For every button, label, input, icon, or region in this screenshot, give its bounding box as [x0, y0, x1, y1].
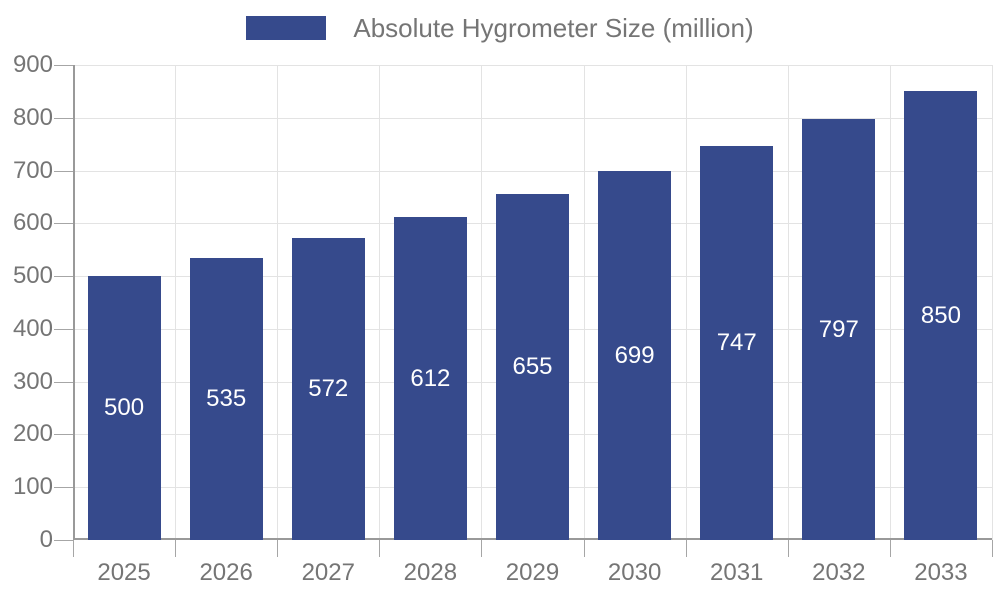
- legend-item[interactable]: Absolute Hygrometer Size (million): [0, 14, 1000, 42]
- x-tick-mark: [685, 540, 687, 557]
- x-tick-label: 2033: [914, 559, 968, 586]
- bar-2031: 747: [700, 145, 774, 540]
- plot-area: 500 535 572 612 655 699 747 797 850: [73, 65, 993, 540]
- x-tick-label: 2028: [403, 559, 458, 586]
- y-tick-label: 300: [12, 367, 53, 395]
- x-tick-label: 2029: [505, 559, 560, 586]
- x-tick-label: 2032: [812, 559, 866, 586]
- y-tick-mark: [54, 328, 73, 330]
- bar-value-label: 797: [818, 315, 859, 343]
- gridline-vertical: [685, 65, 687, 540]
- x-tick-mark: [481, 540, 483, 557]
- gridline-vertical: [889, 65, 891, 540]
- bar-value-label: 612: [410, 364, 451, 392]
- x-tick-label: 2027: [301, 559, 355, 586]
- y-tick-mark: [54, 117, 73, 119]
- x-tick-mark: [787, 540, 789, 557]
- x-tick-label: 2030: [607, 559, 662, 586]
- gridline-horizontal: [73, 65, 992, 66]
- bar-2030: 699: [598, 171, 672, 540]
- y-tick-label: 500: [12, 262, 53, 290]
- x-tick-mark: [277, 540, 279, 557]
- x-tick-label: 2031: [710, 559, 764, 586]
- bar-2032: 797: [802, 119, 876, 540]
- gridline-vertical: [379, 65, 381, 540]
- gridline-vertical: [481, 65, 483, 540]
- gridline-horizontal: [73, 170, 992, 172]
- legend-swatch: [246, 16, 327, 40]
- x-tick-label: 2026: [199, 559, 253, 586]
- y-axis-line: [73, 65, 75, 540]
- bar-value-label: 535: [206, 384, 247, 412]
- bar-2033: 850: [904, 91, 978, 540]
- bar-2027: 572: [291, 238, 365, 540]
- y-tick-label: 0: [39, 526, 53, 553]
- y-tick-mark: [54, 434, 73, 436]
- y-tick-mark: [54, 540, 73, 541]
- gridline-vertical: [583, 65, 585, 540]
- bar-2028: 612: [393, 217, 467, 540]
- y-tick-mark: [54, 223, 73, 225]
- y-tick-label: 600: [12, 209, 53, 237]
- gridline-vertical: [277, 65, 279, 540]
- x-tick-mark: [889, 540, 891, 557]
- bar-value-label: 699: [614, 341, 655, 369]
- y-tick-label: 400: [12, 314, 53, 342]
- y-tick-label: 200: [12, 420, 53, 448]
- bar-value-label: 850: [920, 301, 961, 329]
- y-tick-label: 800: [12, 103, 53, 131]
- gridline-vertical: [175, 65, 177, 540]
- legend-label: Absolute Hygrometer Size (million): [353, 13, 754, 43]
- bar-value-label: 500: [104, 394, 145, 422]
- y-tick-mark: [54, 65, 73, 66]
- gridline-vertical: [787, 65, 789, 540]
- x-tick-mark: [992, 540, 993, 557]
- y-tick-mark: [54, 276, 73, 278]
- x-tick-mark: [583, 540, 585, 557]
- bar-2025: 500: [87, 276, 161, 540]
- y-tick-mark: [54, 381, 73, 383]
- y-tick-label: 700: [12, 156, 53, 184]
- y-tick-label: 900: [12, 51, 53, 78]
- bar-2029: 655: [496, 194, 569, 540]
- bar-value-label: 655: [512, 353, 553, 381]
- x-tick-mark: [73, 540, 74, 557]
- y-tick-label: 100: [12, 473, 53, 501]
- gridline-vertical: [992, 65, 993, 540]
- x-tick-mark: [379, 540, 381, 557]
- bar-value-label: 572: [308, 375, 349, 403]
- x-tick-label: 2025: [97, 559, 151, 586]
- bar-2026: 535: [189, 257, 263, 540]
- y-tick-mark: [54, 170, 73, 172]
- bar-value-label: 747: [716, 328, 757, 356]
- y-tick-mark: [54, 487, 73, 489]
- gridline-horizontal: [73, 117, 992, 119]
- x-tick-mark: [175, 540, 177, 557]
